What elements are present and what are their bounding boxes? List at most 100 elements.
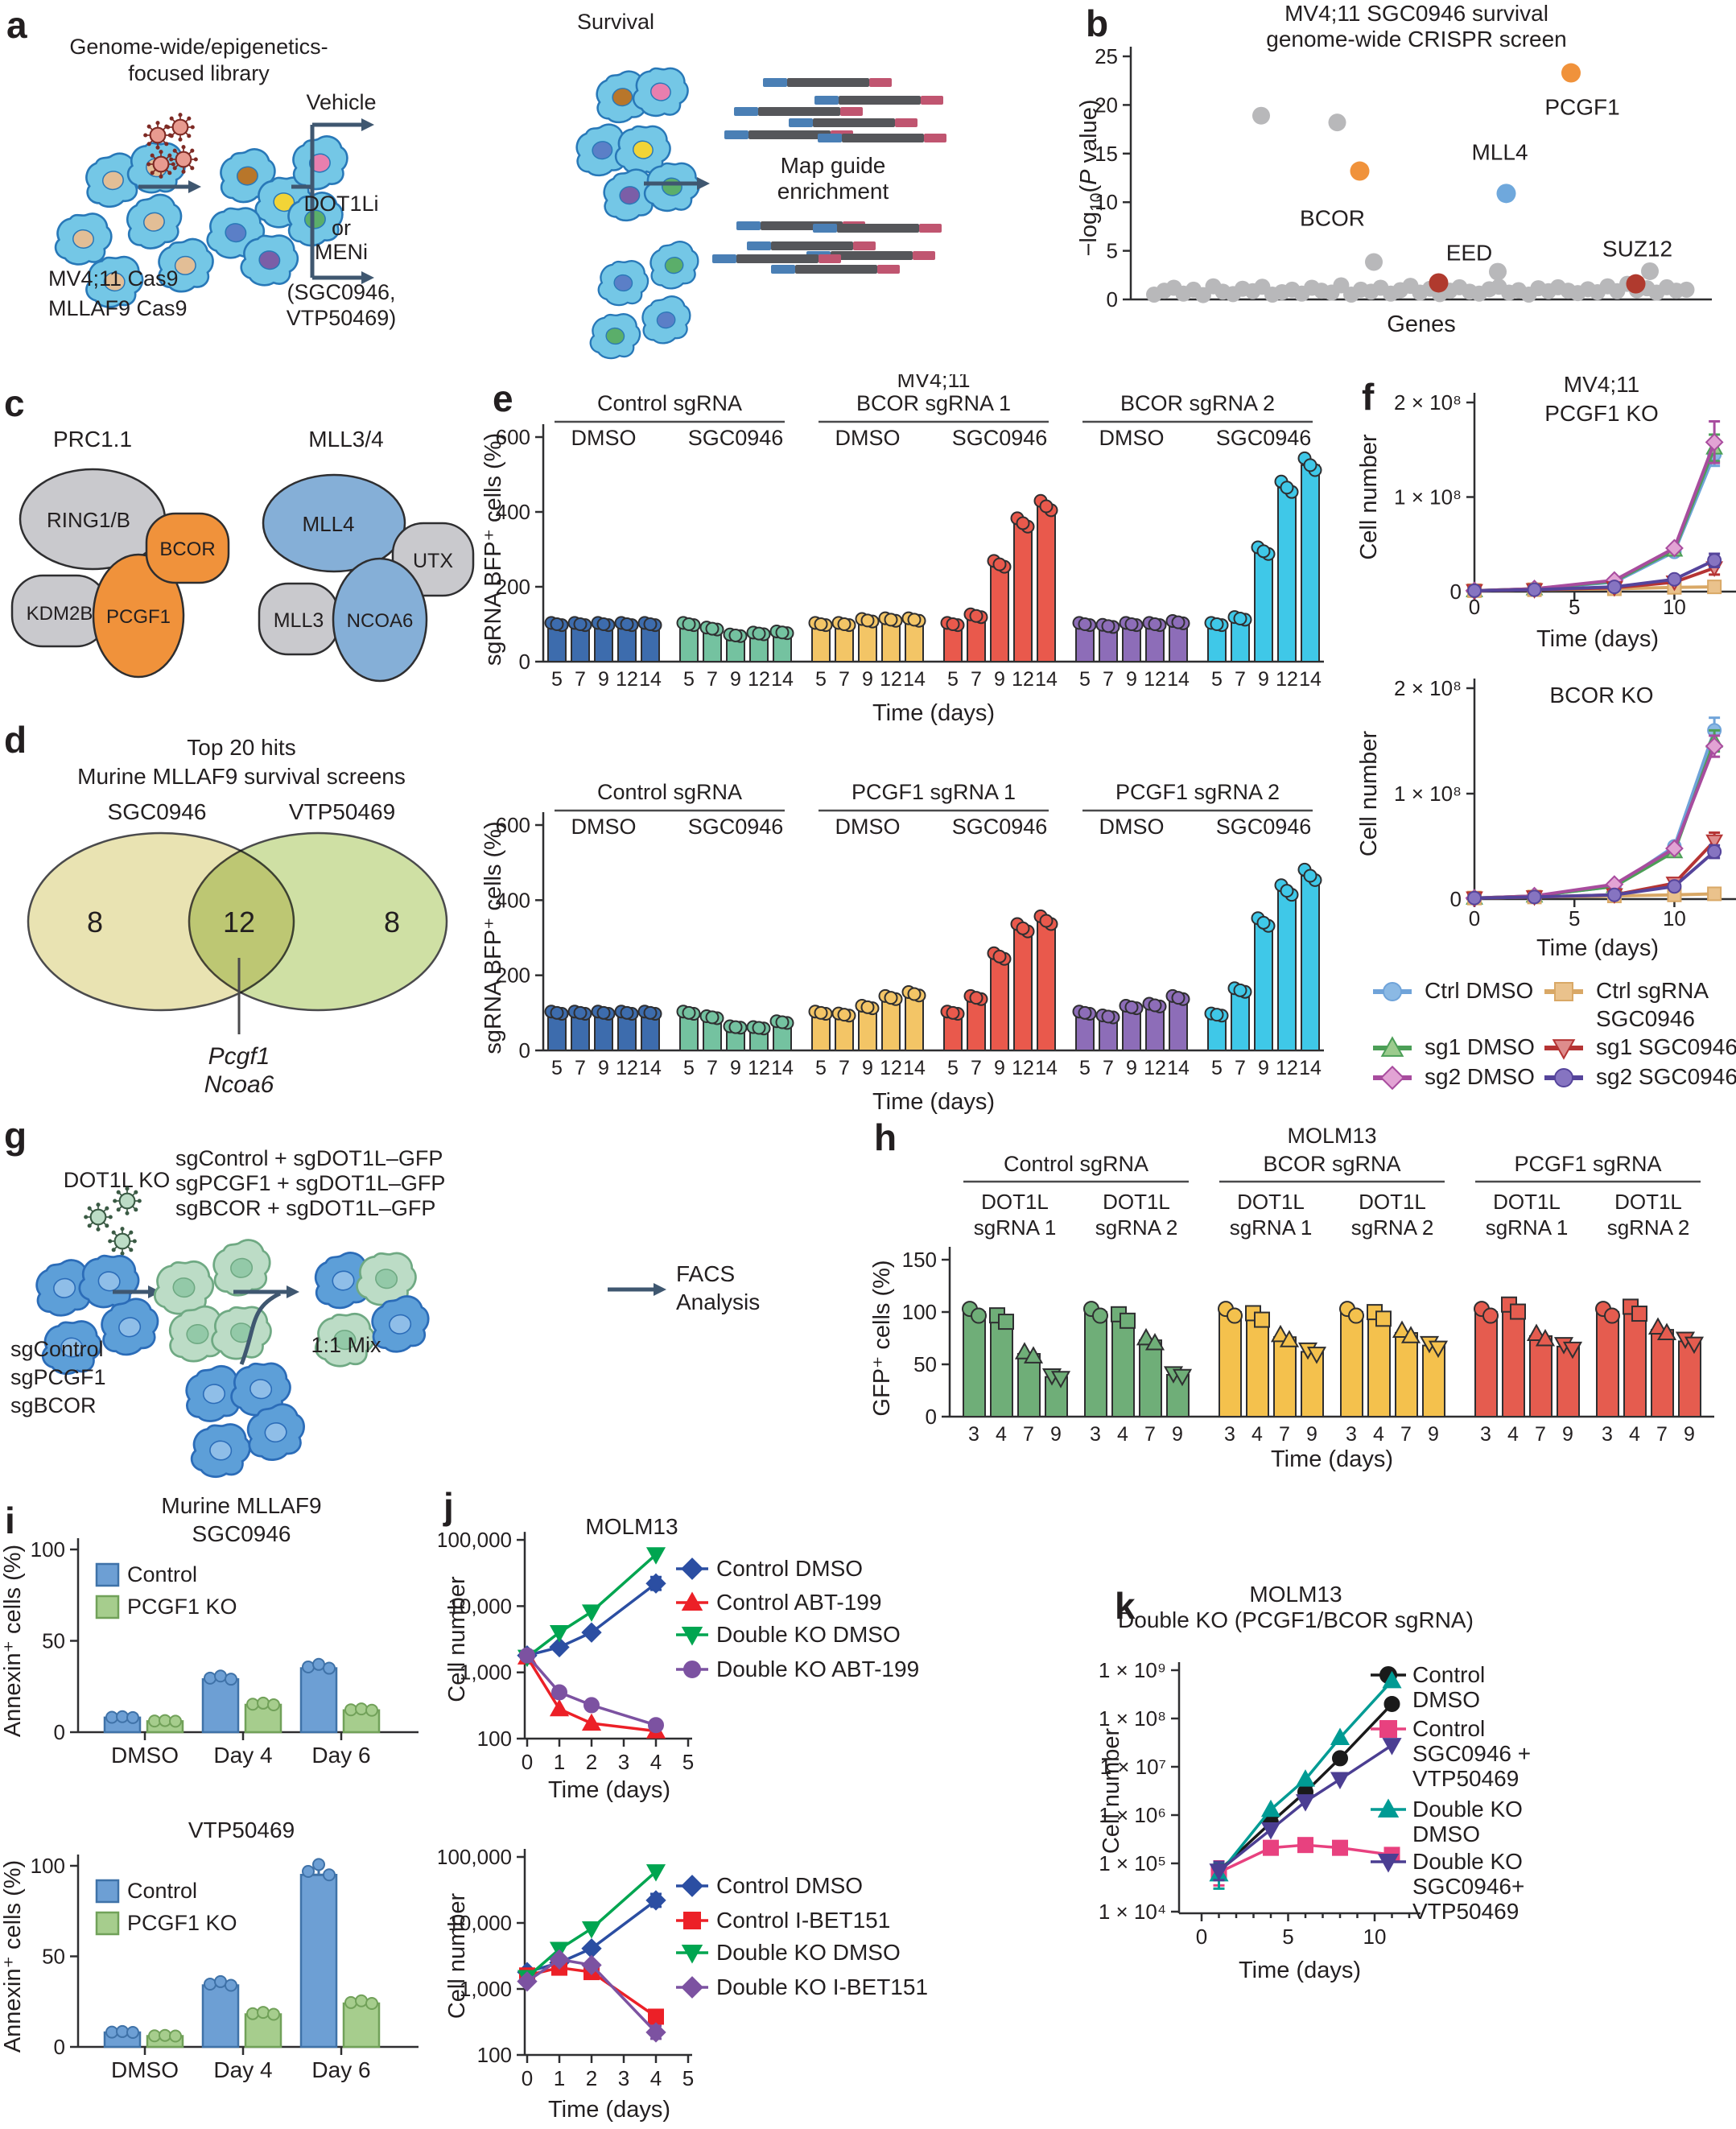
replicate-dot <box>1124 617 1139 631</box>
chart-title: genome-wide CRISPR screen <box>1266 27 1567 52</box>
day-tick: 7 <box>1023 1423 1034 1446</box>
day-tick: 7 <box>971 668 982 691</box>
replicate-dot <box>169 1714 182 1728</box>
day-tick: 5 <box>1079 668 1091 691</box>
day-tick: 9 <box>1126 668 1137 691</box>
day-tick: 9 <box>1050 1423 1062 1446</box>
bar <box>1111 1316 1135 1417</box>
x-tick: 0 <box>1469 595 1480 619</box>
venn-d: Top 20 hits Murine MLLAF9 survival screen… <box>27 735 448 1098</box>
y-tick: 600 <box>496 813 530 837</box>
y-tick: 1 × 10⁴ <box>1099 1900 1166 1924</box>
replicate-dot <box>1280 481 1294 495</box>
axis-label: GFP⁺ cells (%) <box>869 1260 895 1416</box>
overlap-gene: Ncoa6 <box>204 1071 274 1098</box>
x-tick: 1 <box>554 1750 565 1774</box>
overlap-gene: Pcgf1 <box>208 1043 270 1070</box>
cell-icon <box>41 1320 102 1376</box>
y-tick: 50 <box>913 1352 937 1376</box>
chart-text: PCGF1 <box>106 606 171 628</box>
complex-title: PRC1.1 <box>53 427 132 452</box>
condition-header: DMSO <box>571 815 637 839</box>
replicate-dot <box>814 617 828 631</box>
subgroup-header: sgRNA 1 <box>974 1215 1057 1240</box>
day-tick: 3 <box>1346 1423 1357 1446</box>
y-tick: 1 × 10⁶ <box>1099 1803 1166 1827</box>
sgRNA-combo-label: sgControl + sgDOT1L–GFP <box>175 1146 443 1170</box>
legend-label: SGC0946 + <box>1412 1741 1531 1766</box>
y-tick: 200 <box>496 963 530 988</box>
replicate-dot <box>214 1669 227 1683</box>
legend-label: VTP50469 <box>1412 1766 1519 1791</box>
day-tick: 3 <box>1480 1423 1491 1446</box>
day-tick: 14 <box>639 1057 662 1079</box>
gene-label: EED <box>1446 240 1493 265</box>
x-tick: 0 <box>522 2066 533 2090</box>
cell-line-label: MV4;11 Cas9 <box>48 266 179 291</box>
y-tick: 1 × 10⁸ <box>1394 485 1462 510</box>
x-axis-label: Time (days) <box>1271 1446 1393 1472</box>
legend-label: Double KO DMSO <box>716 1622 901 1647</box>
day-tick: 7 <box>575 668 586 691</box>
cell-icon <box>614 125 671 175</box>
panel-label-h: h <box>874 1116 897 1158</box>
group-header: PCGF1 sgRNA 1 <box>852 780 1016 804</box>
mix-label: 1:1 Mix <box>311 1333 381 1357</box>
cell-icon <box>35 1259 94 1317</box>
x-tick: 10 <box>1663 906 1686 930</box>
replicate-dot <box>596 617 611 631</box>
y-tick: 0 <box>519 650 530 674</box>
series-line <box>1474 441 1716 592</box>
replicate-dot <box>246 2007 259 2020</box>
cell-icon <box>314 1313 376 1368</box>
day-tick: 7 <box>1103 668 1114 691</box>
subgroup-header: sgRNA 2 <box>1351 1215 1434 1240</box>
day-tick: 12 <box>1012 1057 1034 1079</box>
day-tick: 7 <box>1235 1057 1246 1079</box>
legend-label: Double KO <box>1412 1849 1523 1874</box>
chart-text: (SGC0946, <box>287 280 395 304</box>
gene-point <box>1365 253 1383 271</box>
replicate-dot <box>1303 458 1317 472</box>
guide-read-icon <box>712 254 841 263</box>
replicate-dot <box>1124 1000 1139 1014</box>
panel-j-ibet151-growth-chart: Cell number 100 1,000 10,000 100,000 0 1 2 3 4 5 Ti… <box>436 1811 1087 2129</box>
condition-header: DMSO <box>835 815 901 839</box>
day-tick: 7 <box>839 1057 850 1079</box>
day-tick: 7 <box>707 668 718 691</box>
bar <box>1273 1336 1297 1418</box>
replicate-dot <box>323 1661 336 1675</box>
replicate-dot <box>1256 915 1271 930</box>
legend-label: SGC0946 <box>1596 1006 1695 1031</box>
replicate-dot <box>159 1714 171 1727</box>
replicate-dot <box>705 1010 720 1025</box>
replicate-dot <box>1148 998 1162 1013</box>
cell-icon <box>641 295 691 345</box>
x-tick: 5 <box>1282 1925 1293 1949</box>
replicate-dot <box>1016 516 1030 530</box>
category-tick: DMSO <box>111 1743 179 1768</box>
replicate-dot <box>992 949 1007 963</box>
x-tick: 1 <box>554 2066 565 2090</box>
x-tick: 5 <box>682 1750 694 1774</box>
replicate-dot <box>643 617 658 631</box>
legend-label: Double KO DMSO <box>716 1940 901 1965</box>
category-tick: Day 6 <box>311 1743 370 1768</box>
x-tick: 3 <box>618 1750 629 1774</box>
y-tick: 100,000 <box>439 1845 512 1869</box>
bar <box>905 993 924 1051</box>
chart-text: NCOA6 <box>347 610 414 632</box>
replicate-dot <box>267 2007 280 2021</box>
group-header: Control sgRNA <box>597 780 742 804</box>
replicate-dot <box>204 1977 216 1991</box>
day-tick: 4 <box>1373 1423 1384 1446</box>
replicate-dot <box>214 1974 227 1988</box>
gene-point <box>1328 113 1346 132</box>
condition-header: SGC0946 <box>952 815 1048 839</box>
labeled-gene-point <box>1626 274 1646 294</box>
replicate-dot <box>1171 991 1186 1005</box>
chart-title: PCGF1 KO <box>1544 401 1659 426</box>
bar-chart-e_bottom: sgRNA BFP⁺ cells (%) 0 200 400 600 Control sg… <box>480 780 1324 1115</box>
cell-icon <box>101 1298 159 1356</box>
